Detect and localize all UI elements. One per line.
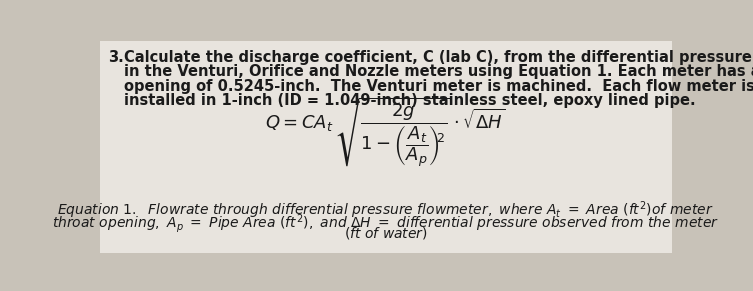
Text: Calculate the discharge coefficient, C (lab C), from the differential pressure r: Calculate the discharge coefficient, C (… [123, 49, 753, 65]
Text: $\mathit{(ft\ of\ water)}$: $\mathit{(ft\ of\ water)}$ [343, 225, 428, 241]
Text: opening of 0.5245-inch.  The Venturi meter is machined.  Each flow meter is: opening of 0.5245-inch. The Venturi mete… [123, 79, 753, 94]
Text: installed in 1-inch (ID = 1.049-inch) stainless steel, epoxy lined pipe.: installed in 1-inch (ID = 1.049-inch) st… [123, 93, 695, 109]
Text: in the Venturi, Orifice and Nozzle meters using Equation 1. Each meter has a thr: in the Venturi, Orifice and Nozzle meter… [123, 64, 753, 79]
Text: 3.: 3. [108, 49, 123, 65]
Text: $\mathit{Equation\ 1.\ \ Flowrate\ through\ differential\ pressure\ flowmeter,\ : $\mathit{Equation\ 1.\ \ Flowrate\ throu… [57, 199, 714, 221]
Text: $\mathit{throat\ opening,\ A_p\ =\ Pipe\ Area\ (ft^2),\ and\ \Delta H\ =\ differ: $\mathit{throat\ opening,\ A_p\ =\ Pipe\… [52, 212, 719, 235]
Text: $Q = CA_t\,\sqrt{\dfrac{2g}{1-\left(\dfrac{A_t}{A_p}\right)^{\!\!2}}}\cdot\sqrt{: $Q = CA_t\,\sqrt{\dfrac{2g}{1-\left(\dfr… [265, 95, 506, 169]
